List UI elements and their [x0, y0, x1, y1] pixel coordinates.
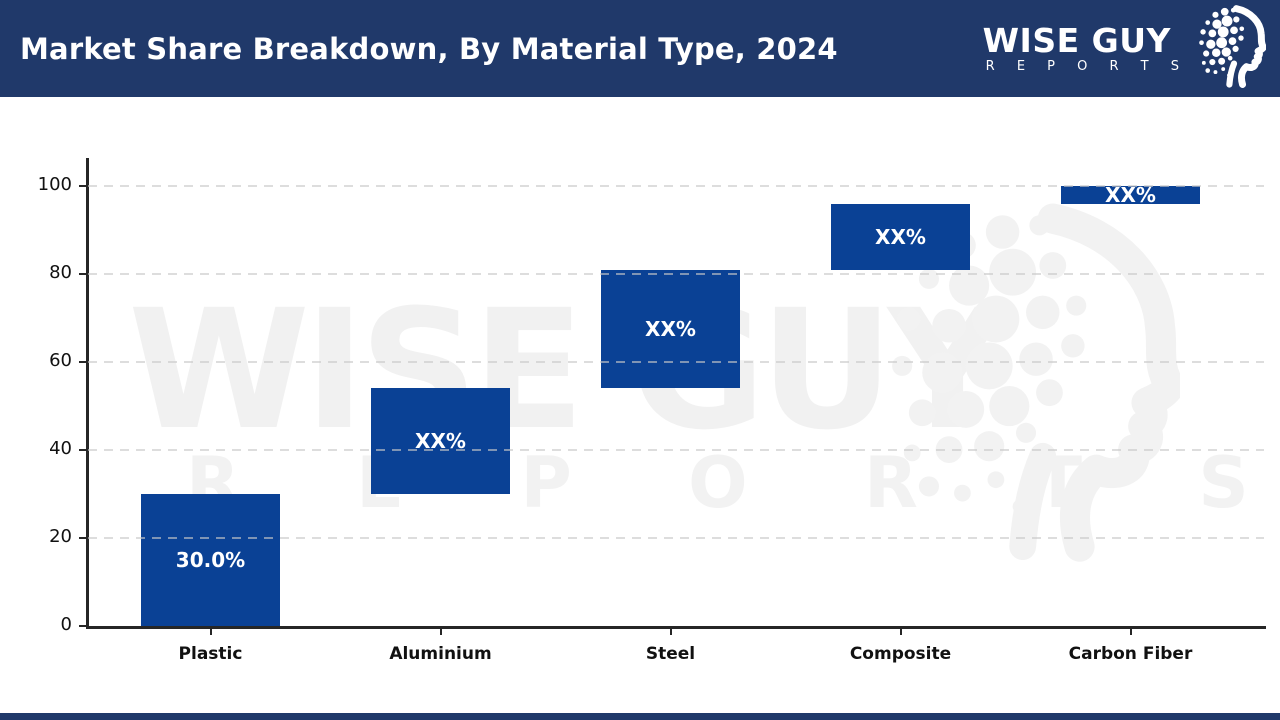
y-tick-mark [79, 185, 86, 187]
x-category-label: Steel [645, 644, 696, 664]
footer-bar [0, 713, 1280, 720]
x-tick-mark [899, 628, 902, 635]
chart-plot-area: 30.0% XX% XX% XX% XX% 0 20 40 60 80 100 Plastic Alum… [38, 158, 1266, 664]
bar-plastic: 30.0% [141, 494, 280, 626]
x-tick-mark [209, 628, 212, 635]
gridline-20 [88, 537, 1264, 539]
bar-value-label: XX% [875, 224, 926, 249]
y-tick-label: 100 [37, 174, 72, 195]
gridline-100 [88, 185, 1264, 187]
gridline-40 [88, 449, 1264, 451]
page-title: Market Share Breakdown, By Material Type… [20, 31, 838, 66]
y-tick-label: 60 [49, 350, 72, 371]
y-tick-mark [79, 361, 86, 363]
gridline-60 [88, 361, 1264, 363]
logo-name: WISE GUY [982, 21, 1171, 60]
y-tick-mark [79, 625, 86, 627]
x-category-label: Plastic [178, 644, 243, 664]
x-tick-mark [669, 628, 672, 635]
y-tick-label: 80 [49, 262, 72, 283]
bar-value-label: XX% [1105, 182, 1156, 207]
bar-steel: XX% [601, 269, 740, 389]
logo-text: WISE GUY R E P O R T S [983, 24, 1188, 73]
bar-carbon-fiber: XX% [1061, 182, 1200, 207]
bar-value-label: 30.0% [175, 548, 246, 572]
y-tick-label: 40 [49, 438, 72, 459]
x-tick-mark [439, 628, 442, 635]
x-category-label: Aluminium [389, 644, 492, 664]
x-tick-mark [1129, 628, 1132, 635]
bar-value-label: XX% [645, 316, 696, 341]
logo-subtitle: R E P O R T S [985, 59, 1188, 74]
x-category-label: Composite [849, 644, 952, 664]
bar-aluminium: XX% [371, 388, 510, 494]
y-tick-mark [79, 273, 86, 275]
gridline-80 [88, 273, 1264, 275]
wise-guy-logo: WISE GUY R E P O R T S [983, 4, 1266, 93]
header-bar: Market Share Breakdown, By Material Type… [0, 0, 1280, 97]
y-tick-mark [79, 537, 86, 539]
y-tick-mark [79, 449, 86, 451]
y-axis-line [86, 158, 89, 628]
y-tick-label: 0 [60, 614, 72, 635]
x-category-label: Carbon Fiber [1068, 644, 1193, 664]
bar-value-label: XX% [415, 429, 466, 454]
watermark-text: WISE GUY [128, 274, 1007, 466]
bar-composite: XX% [831, 203, 970, 270]
y-tick-label: 20 [49, 526, 72, 547]
x-axis-line [86, 626, 1266, 629]
logo-head-icon [1192, 4, 1266, 93]
